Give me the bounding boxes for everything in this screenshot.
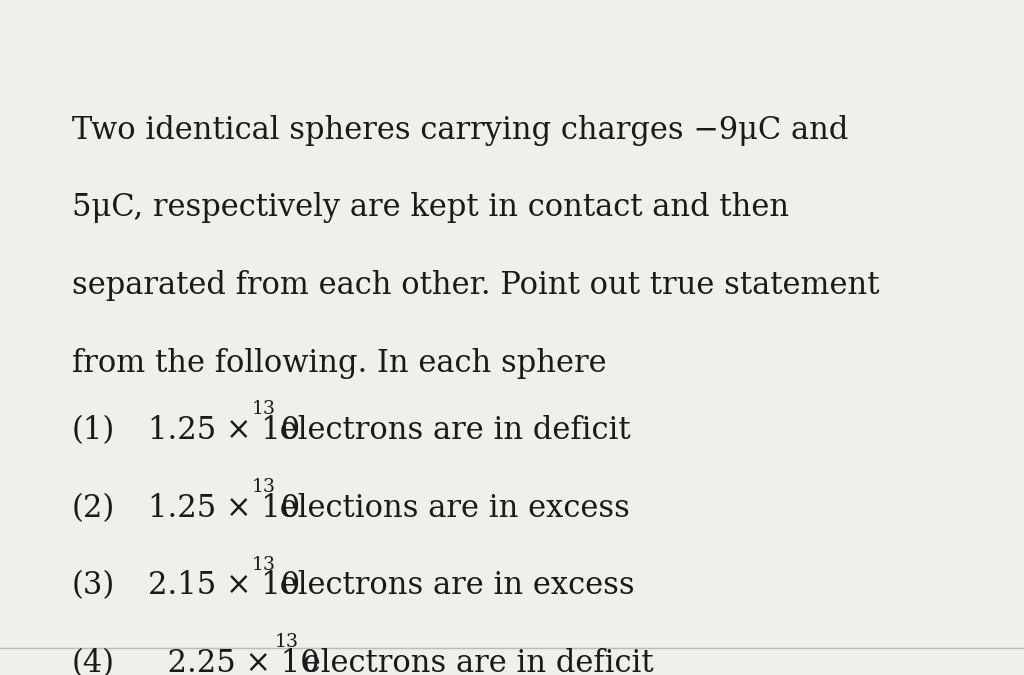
Text: (2): (2) [72,493,115,524]
Text: (1): (1) [72,415,115,446]
Text: (3): (3) [72,570,115,601]
Text: 13: 13 [252,400,275,418]
Text: 13: 13 [274,633,299,651]
Text: from the following. In each sphere: from the following. In each sphere [72,348,606,379]
Text: electrons are in deficit: electrons are in deficit [270,415,631,446]
Text: (4): (4) [72,648,115,675]
Text: elections are in excess: elections are in excess [270,493,630,524]
Text: separated from each other. Point out true statement: separated from each other. Point out tru… [72,270,880,301]
Text: 2.15 × 10: 2.15 × 10 [148,570,301,601]
Text: 13: 13 [252,556,275,574]
Text: 13: 13 [252,478,275,496]
Text: 2.25 × 10: 2.25 × 10 [148,648,321,675]
Text: electrons are in deficit: electrons are in deficit [293,648,653,675]
Text: 1.25 × 10: 1.25 × 10 [148,415,301,446]
Text: 5μC, respectively are kept in contact and then: 5μC, respectively are kept in contact an… [72,192,788,223]
Text: Two identical spheres carrying charges −9μC and: Two identical spheres carrying charges −… [72,115,848,146]
Text: electrons are in excess: electrons are in excess [270,570,635,601]
Text: 1.25 × 10: 1.25 × 10 [148,493,301,524]
